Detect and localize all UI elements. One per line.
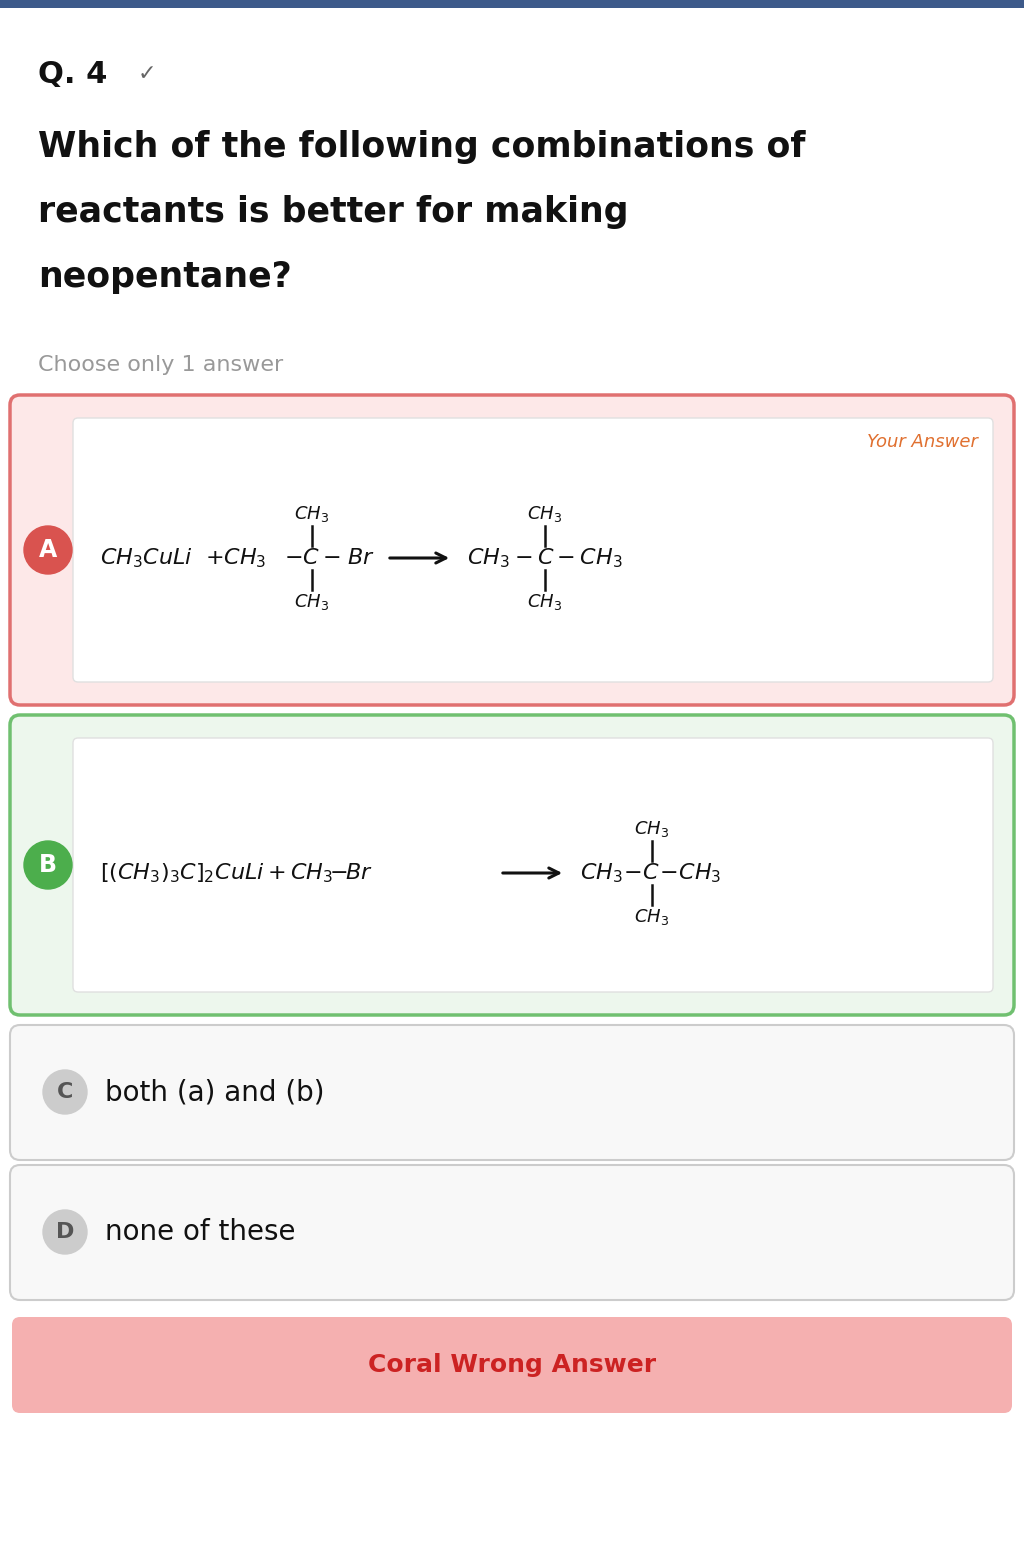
Text: $[(CH_3)_3C]_2CuLi + CH_3\!\!-\!\!Br$: $[(CH_3)_3C]_2CuLi + CH_3\!\!-\!\!Br$ <box>100 861 373 884</box>
Text: C: C <box>56 1082 73 1102</box>
Text: Q. 4: Q. 4 <box>38 61 108 89</box>
Text: $Br$: $Br$ <box>347 549 375 569</box>
Text: both (a) and (b): both (a) and (b) <box>105 1078 325 1106</box>
Text: $CH_3$: $CH_3$ <box>635 819 670 839</box>
Text: $CH_3\!-\!C\!-\!CH_3$: $CH_3\!-\!C\!-\!CH_3$ <box>580 861 721 884</box>
Text: $CH_3CuLi$: $CH_3CuLi$ <box>100 545 193 570</box>
Text: $CH_3$: $CH_3$ <box>527 592 562 612</box>
Text: none of these: none of these <box>105 1218 296 1246</box>
FancyBboxPatch shape <box>10 715 1014 1015</box>
Text: Choose only 1 answer: Choose only 1 answer <box>38 354 284 375</box>
Text: B: B <box>39 853 57 876</box>
FancyBboxPatch shape <box>12 1316 1012 1413</box>
Text: D: D <box>56 1221 74 1242</box>
FancyBboxPatch shape <box>10 1166 1014 1301</box>
Circle shape <box>43 1071 87 1114</box>
FancyBboxPatch shape <box>10 1026 1014 1159</box>
Circle shape <box>24 525 72 573</box>
Circle shape <box>24 841 72 889</box>
FancyBboxPatch shape <box>73 418 993 682</box>
Text: $CH_3$: $CH_3$ <box>527 503 562 524</box>
Text: ✓: ✓ <box>138 64 157 84</box>
Text: reactants is better for making: reactants is better for making <box>38 194 629 228</box>
Circle shape <box>43 1211 87 1254</box>
FancyBboxPatch shape <box>73 738 993 991</box>
Text: $CH_3 -C- CH_3$: $CH_3 -C- CH_3$ <box>467 545 623 570</box>
FancyBboxPatch shape <box>10 395 1014 706</box>
Text: $CH_3$: $CH_3$ <box>295 503 330 524</box>
Text: Coral Wrong Answer: Coral Wrong Answer <box>368 1354 656 1377</box>
FancyBboxPatch shape <box>0 0 1024 8</box>
Text: Which of the following combinations of: Which of the following combinations of <box>38 131 806 165</box>
Text: $CH_3$: $CH_3$ <box>635 908 670 928</box>
Text: $+ CH_3$: $+ CH_3$ <box>205 545 266 570</box>
Text: Your Answer: Your Answer <box>867 434 978 451</box>
Text: $CH_3$: $CH_3$ <box>295 592 330 612</box>
Text: A: A <box>39 538 57 563</box>
Text: $-C-$: $-C-$ <box>284 549 341 569</box>
Text: neopentane?: neopentane? <box>38 260 292 294</box>
